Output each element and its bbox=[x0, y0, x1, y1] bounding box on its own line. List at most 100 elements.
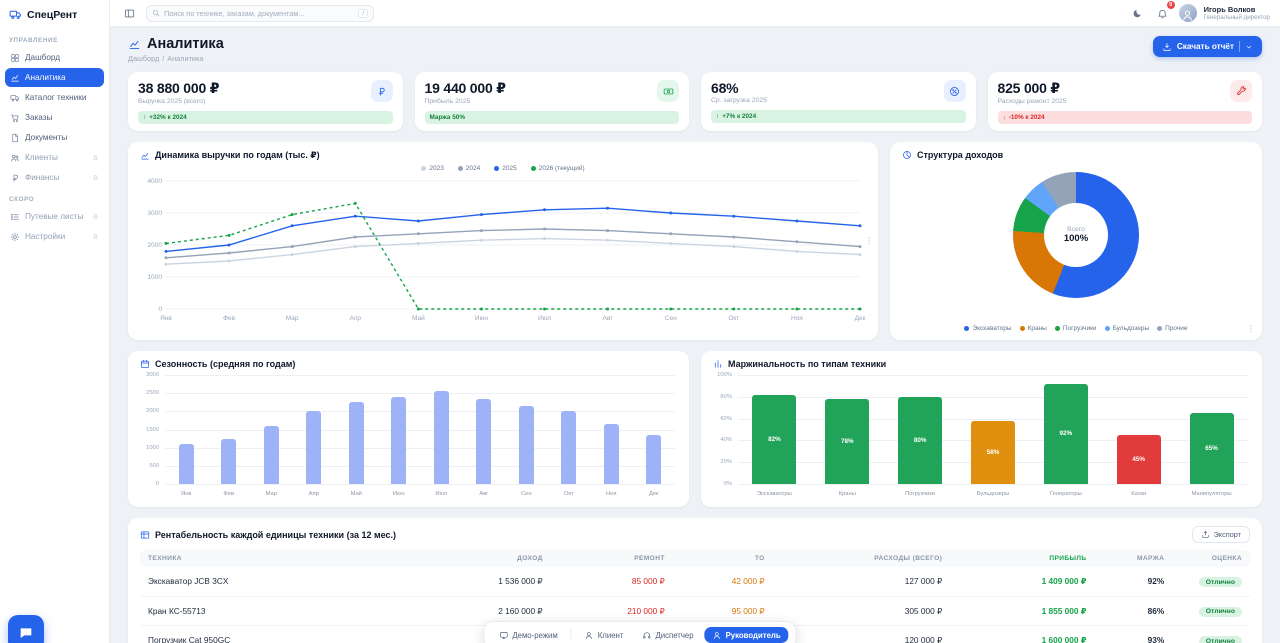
notification-badge: 9 bbox=[1165, 0, 1176, 10]
sidebar-item-waybills[interactable]: Путевые листы bbox=[5, 207, 104, 226]
legend-dot bbox=[530, 166, 536, 171]
user-role: Генеральный директор bbox=[1203, 13, 1270, 21]
legend-item: 2025 bbox=[494, 165, 517, 172]
role-button-demo[interactable]: Демо-режим bbox=[491, 627, 565, 643]
sidebar-item-clients[interactable]: Клиенты bbox=[5, 148, 104, 167]
y-axis-label: 500 bbox=[149, 462, 159, 469]
svg-text:Апр: Апр bbox=[350, 315, 362, 322]
bar: 58% bbox=[971, 420, 1015, 484]
y-axis-label: 0% bbox=[723, 481, 732, 487]
income-structure-card: Структура доходов Всего 100% Экскаваторы… bbox=[890, 142, 1262, 340]
role-button-dispatcher[interactable]: Диспетчер bbox=[634, 627, 701, 643]
bar-value-label: 82% bbox=[768, 435, 781, 443]
svg-text:Окт: Окт bbox=[728, 315, 739, 322]
bar bbox=[603, 424, 619, 484]
sidebar-item-label: Заказы bbox=[25, 113, 53, 122]
logo-truck-icon bbox=[9, 8, 22, 21]
bar-value-label: 80% bbox=[913, 436, 927, 444]
main-content: Аналитика Дашборд / Аналитика Скачать от… bbox=[110, 27, 1280, 643]
income-structure-title: Структура доходов bbox=[917, 150, 1004, 160]
svg-text:Май: Май bbox=[412, 314, 425, 322]
column-header: ОЦЕНКА bbox=[1172, 550, 1250, 567]
kpi-value: 68% bbox=[711, 80, 739, 96]
x-axis-label: Окт bbox=[563, 491, 574, 497]
charts-row-2: Сезонность (средняя по годам) 3000 2500 20… bbox=[128, 351, 1262, 507]
legend-item: Прочие bbox=[1157, 325, 1188, 332]
theme-toggle-button[interactable] bbox=[1129, 4, 1147, 22]
gear-icon bbox=[10, 232, 20, 242]
legend-dot bbox=[457, 166, 463, 171]
table-row[interactable]: Экскаватор JCB 3CX 1 536 000 ₽ 85 000 ₽ 42 … bbox=[140, 567, 1250, 596]
chart-menu-button[interactable] bbox=[864, 236, 874, 246]
role-label: Руководитель bbox=[725, 630, 781, 640]
kpi-card-0: 38 880 000 ₽ Выручка 2025 (всего) ↑ +32% к … bbox=[128, 72, 403, 131]
svg-text:0: 0 bbox=[158, 306, 162, 313]
user-icon bbox=[713, 631, 722, 640]
list-icon bbox=[10, 212, 20, 222]
table-row[interactable]: Кран КС-55713 2 160 000 ₽210 000 ₽95 000 … bbox=[140, 595, 1250, 626]
column-header: ТО bbox=[672, 550, 773, 567]
sidebar-item-settings[interactable]: Настройки bbox=[5, 227, 104, 246]
chat-fab-button[interactable] bbox=[8, 615, 44, 643]
cell-rating: Отлично bbox=[1172, 567, 1250, 596]
export-button[interactable]: Экспорт bbox=[1191, 526, 1250, 543]
breadcrumb-home[interactable]: Дашборд bbox=[128, 54, 160, 63]
kpi-badge: ↑ +7% к 2024 bbox=[711, 110, 966, 123]
kpi-value: 825 000 ₽ bbox=[997, 80, 1061, 96]
sidebar-item-analytics[interactable]: Аналитика bbox=[5, 68, 104, 87]
search-input[interactable] bbox=[164, 8, 355, 18]
user-name: Игорь Волков bbox=[1203, 4, 1256, 14]
bar: 92% bbox=[1043, 383, 1088, 484]
grid-icon bbox=[10, 53, 20, 63]
search-box[interactable]: / bbox=[146, 4, 374, 22]
sidebar-item-orders[interactable]: Заказы bbox=[5, 108, 104, 127]
page-title: Аналитика bbox=[147, 36, 224, 52]
cell-rating: Отлично bbox=[1172, 595, 1250, 626]
margin-card: Маржинальность по типам техники 100% 80% 6… bbox=[701, 351, 1262, 507]
download-report-label: Скачать отчёт bbox=[1176, 42, 1234, 51]
sidebar-item-dashboard[interactable]: Дашборд bbox=[5, 48, 104, 67]
cell-expenses: 305 000 ₽ bbox=[772, 595, 951, 626]
chevron-down-icon[interactable] bbox=[1245, 43, 1253, 51]
charts-row-1: Динамика выручки по годам (тыс. ₽) 2023 2… bbox=[128, 142, 1262, 340]
app-name: СпецРент bbox=[27, 8, 78, 21]
cell-expenses: 127 000 ₽ bbox=[904, 576, 943, 587]
cell-profit: 1 855 000 ₽ bbox=[950, 595, 1095, 626]
legend-item: 2026 (текущий) bbox=[530, 165, 585, 172]
ruble-icon bbox=[370, 80, 393, 102]
role-button-manager[interactable]: Руководитель bbox=[704, 627, 789, 643]
role-label: Клиент bbox=[597, 630, 624, 640]
role-button-client[interactable]: Клиент bbox=[577, 627, 632, 643]
chart-menu-button[interactable] bbox=[1246, 324, 1256, 334]
x-axis-label: Генераторы bbox=[1049, 491, 1082, 497]
legend-label: Экскаваторы bbox=[972, 325, 1012, 332]
avatar[interactable] bbox=[1178, 4, 1197, 22]
app-logo[interactable]: СпецРент bbox=[0, 0, 109, 29]
margin-bar-chart: 100% 80% 60% 40% 20% 0% 82% 78% 80% 58% 92% 45% 65% Э… bbox=[713, 372, 1250, 497]
sidebar-item-catalog[interactable]: Каталог техники bbox=[5, 88, 104, 107]
sidebar-toggle-button[interactable] bbox=[120, 4, 138, 22]
revenue-chart-title: Динамика выручки по годам (тыс. ₽) bbox=[155, 150, 320, 160]
download-report-button[interactable]: Скачать отчёт bbox=[1152, 36, 1262, 57]
kpi-cards: 38 880 000 ₽ Выручка 2025 (всего) ↑ +32% к … bbox=[128, 72, 1262, 131]
cart-icon bbox=[10, 113, 20, 123]
user-menu[interactable]: Игорь Волков Генеральный директор bbox=[1204, 5, 1270, 21]
seasonality-card: Сезонность (средняя по годам) 3000 2500 20… bbox=[128, 351, 689, 507]
bar: 78% bbox=[825, 398, 870, 484]
revenue-dynamics-card: Динамика выручки по годам (тыс. ₽) 2023 2… bbox=[128, 142, 878, 340]
cell-income: 1 536 000 ₽ bbox=[498, 576, 543, 587]
cell-margin: 92% bbox=[1147, 576, 1165, 587]
topbar-right: 9 Игорь Волков Генеральный директор bbox=[1129, 0, 1270, 22]
x-axis: Экскаваторы Краны Погрузчики Бульдозеры Гене… bbox=[738, 491, 1248, 497]
sidebar-item-label: Документы bbox=[25, 133, 68, 142]
margin-title: Маржинальность по типам техники bbox=[728, 359, 887, 369]
role-switcher: Демо-режим Клиент Диспетчер Руководитель bbox=[483, 621, 797, 643]
donut-center-value: 100% bbox=[1063, 233, 1089, 244]
legend-label: Краны bbox=[1027, 325, 1047, 332]
notifications-button[interactable]: 9 bbox=[1154, 0, 1176, 22]
sidebar-item-finance[interactable]: Финансы bbox=[5, 168, 104, 187]
y-axis-label: 80% bbox=[720, 393, 732, 400]
bar-value-label: 58% bbox=[986, 448, 1000, 456]
legend-label: Бульдозеры bbox=[1112, 325, 1150, 332]
sidebar-item-documents[interactable]: Документы bbox=[5, 128, 104, 147]
